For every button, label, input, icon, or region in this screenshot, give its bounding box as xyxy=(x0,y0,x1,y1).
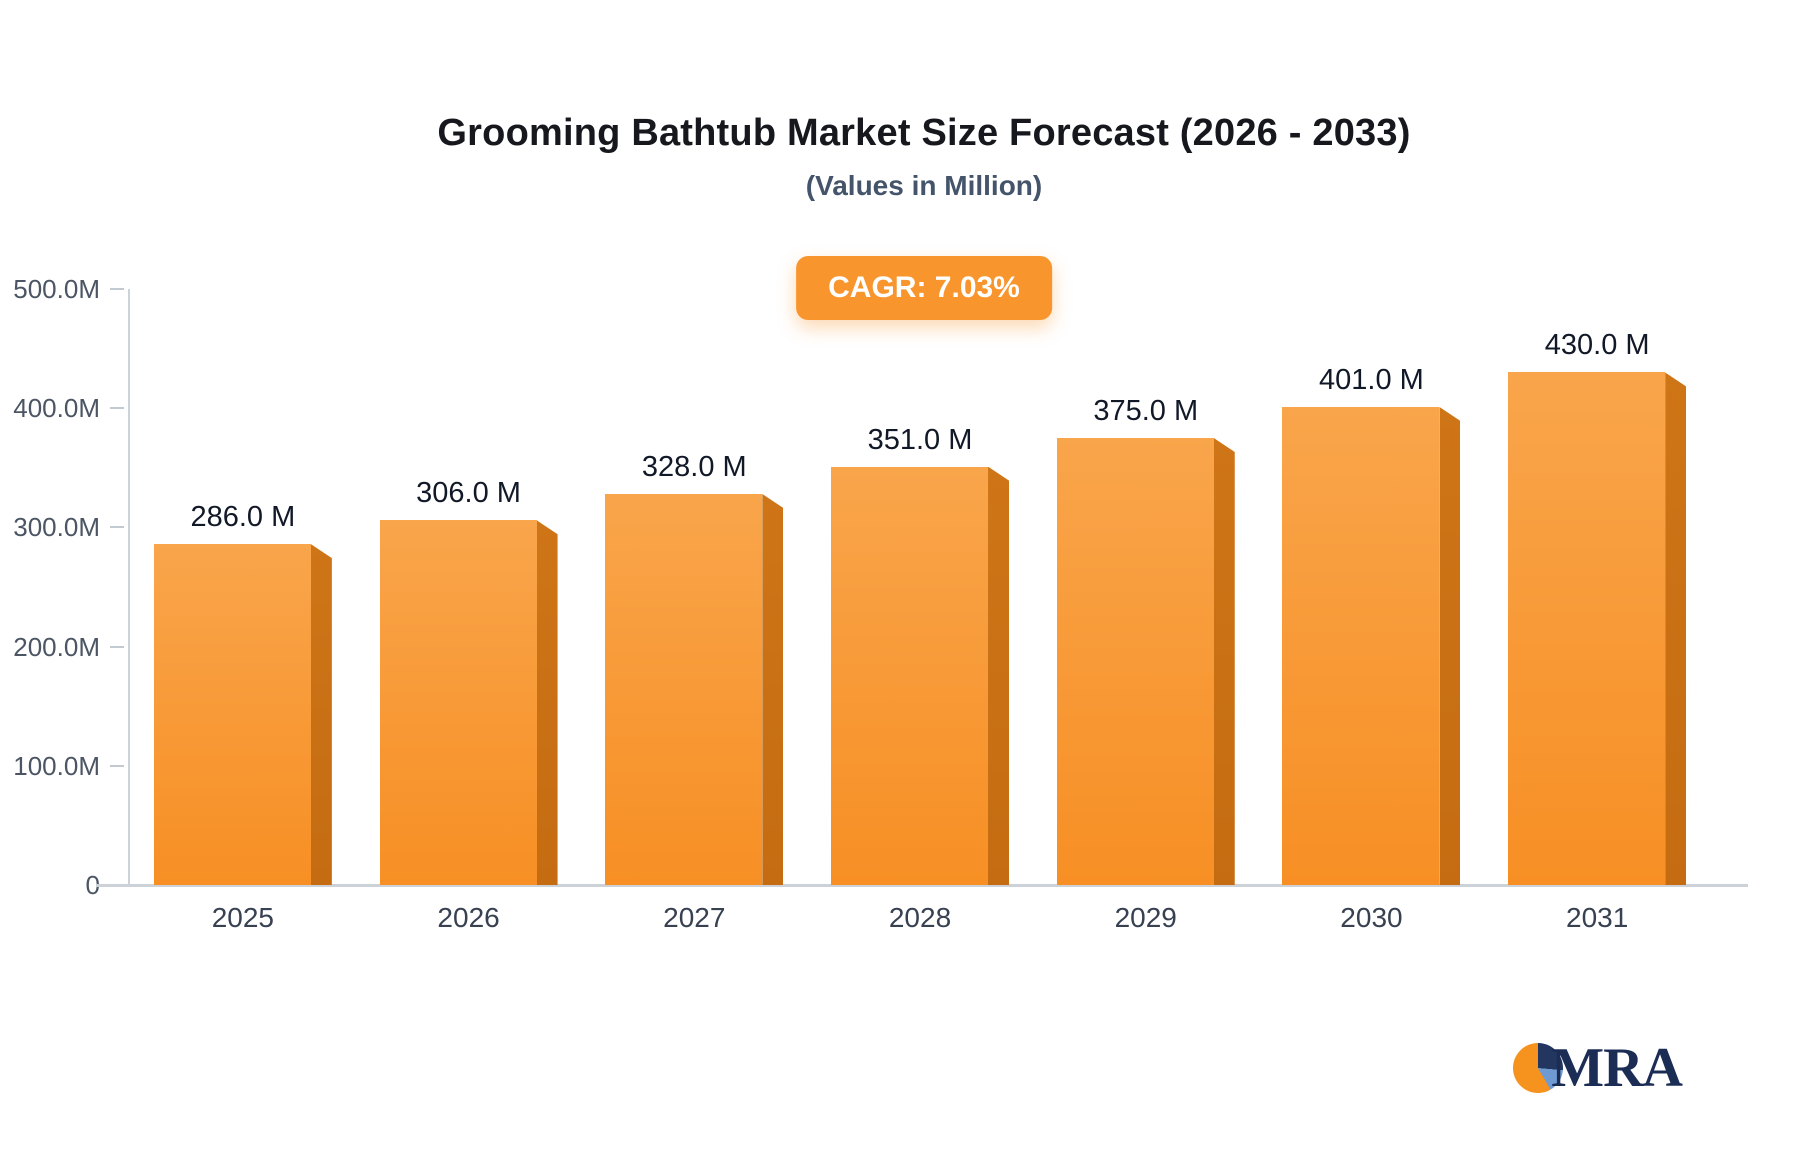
y-tick-label: 300.0M xyxy=(13,512,100,543)
bar-value-label: 375.0 M xyxy=(1093,395,1199,427)
x-tick-label: 2030 xyxy=(1340,902,1403,933)
x-tick-label: 2026 xyxy=(437,902,500,933)
y-tick-dash xyxy=(110,764,124,767)
y-tick-label: 500.0M xyxy=(13,274,100,304)
y-tick-dash xyxy=(110,288,124,290)
chart-subtitle: (Values in Million) xyxy=(805,170,1043,201)
bar-value-label: 306.0 M xyxy=(416,477,521,510)
brand-logo-text: MRA xyxy=(1551,1037,1683,1099)
chart-title: Grooming Bathtub Market Size Forecast (2… xyxy=(437,112,1411,154)
bar-slot: 375.0 M xyxy=(1033,289,1259,885)
brand-logo: MRA xyxy=(1513,1037,1683,1099)
bar-face xyxy=(379,520,537,885)
bar-side-shade xyxy=(1439,407,1461,885)
bar-2031: 430.0 M xyxy=(1508,329,1687,885)
bar-value-label: 401.0 M xyxy=(1319,364,1424,397)
bar-2028: 351.0 M xyxy=(831,424,1010,885)
bar-side-shade xyxy=(1665,372,1687,885)
bar-face xyxy=(1056,438,1214,885)
bar-2025: 286.0 M xyxy=(153,501,332,885)
x-tick-label: 2025 xyxy=(211,902,274,933)
bars: 286.0 M 306.0 M 328.0 M 351.0 M 375.0 M 401.0… xyxy=(130,289,1710,885)
y-tick-dash xyxy=(110,645,124,648)
bar-side-shade xyxy=(536,520,558,885)
bar-face xyxy=(605,494,763,885)
bar-face xyxy=(831,466,989,885)
bar-face xyxy=(153,544,311,885)
bar-side-shade xyxy=(1213,438,1235,885)
bar-slot: 306.0 M xyxy=(356,289,582,885)
bar-slot: 430.0 M xyxy=(1484,289,1710,885)
y-tick-dash xyxy=(110,407,124,410)
bar-face xyxy=(1282,407,1440,885)
bar-2030: 401.0 M xyxy=(1282,364,1461,885)
cagr-badge: CAGR: 7.03% xyxy=(796,256,1052,320)
x-axis-baseline xyxy=(96,884,1748,887)
bar-value-label: 430.0 M xyxy=(1544,329,1650,362)
pie-logo-icon xyxy=(1513,1043,1564,1093)
bar-2027: 328.0 M xyxy=(605,451,784,885)
y-axis-line xyxy=(128,289,130,887)
bar-slot: 328.0 M xyxy=(581,289,807,885)
bar-2029: 375.0 M xyxy=(1056,395,1235,885)
y-tick-label: 400.0M xyxy=(13,393,100,424)
bar-side-shade xyxy=(762,494,784,885)
y-tick-label: 100.0M xyxy=(13,750,100,781)
y-tick-dash xyxy=(110,526,124,529)
y-axis-labels: 500.0M 400.0M 300.0M 200.0M 100.0M 0 xyxy=(0,274,128,900)
x-tick-label: 2027 xyxy=(663,902,726,933)
bar-value-label: 351.0 M xyxy=(867,423,973,456)
bar-side-shade xyxy=(988,466,1010,885)
bar-slot: 401.0 M xyxy=(1259,289,1485,885)
bar-slot: 351.0 M xyxy=(807,289,1033,885)
bar-value-label: 286.0 M xyxy=(190,501,296,534)
y-tick-label: 0 xyxy=(85,870,100,900)
bar-slot: 286.0 M xyxy=(130,289,356,885)
y-tick-label: 200.0M xyxy=(13,631,100,662)
bar-side-shade xyxy=(310,544,332,885)
x-tick-label: 2029 xyxy=(1114,902,1177,933)
bar-2026: 306.0 M xyxy=(379,477,558,885)
bar-value-label: 328.0 M xyxy=(641,451,747,484)
bar-face xyxy=(1508,372,1666,885)
x-axis-labels: 2025 2026 2027 2028 2029 2030 2031 xyxy=(130,902,1710,934)
x-tick-label: 2028 xyxy=(888,902,952,933)
x-tick-label: 2031 xyxy=(1566,902,1629,933)
